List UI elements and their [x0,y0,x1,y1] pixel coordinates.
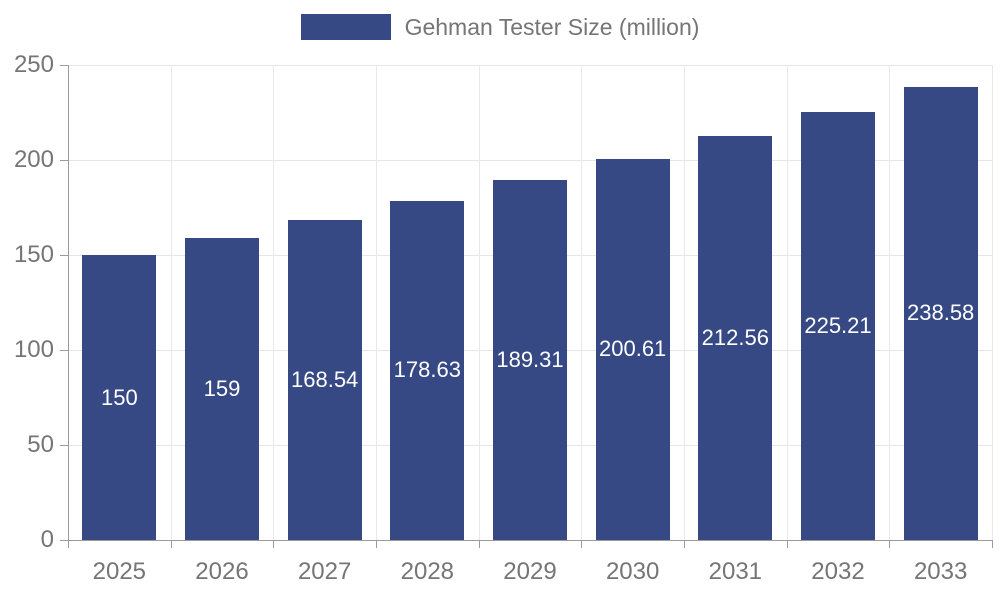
gridline-vertical [170,65,172,540]
legend-swatch [300,14,391,40]
x-axis-tick-label: 2033 [913,558,968,585]
bar-2031: 212.56 [698,136,773,540]
y-axis-tick [60,445,68,446]
y-axis-tick-label: 250 [13,51,54,78]
y-axis-line [68,65,69,540]
x-axis-tick-label: 2031 [708,558,763,585]
x-axis-tick-label: 2029 [503,558,557,585]
x-axis-line [67,540,993,541]
y-axis-tick-label: 200 [13,146,54,173]
x-axis-tick-label: 2028 [400,558,455,585]
gridline-vertical [581,65,583,540]
y-axis-tick [60,65,68,66]
gridline-vertical [992,65,993,540]
x-axis-tick [68,540,69,548]
x-axis-tick [170,540,172,548]
x-axis-tick [376,540,377,548]
y-axis-tick-label: 150 [13,241,54,268]
x-axis-tick [786,540,788,548]
x-axis-tick-label: 2030 [605,558,660,585]
gridline-vertical [478,65,480,540]
x-axis-tick [992,540,993,548]
gridline-vertical [273,65,275,540]
bar-value-label: 238.58 [907,300,975,326]
gridline-vertical [376,65,377,540]
bar-2027: 168.54 [287,219,362,540]
bar-2028: 178.63 [390,200,465,540]
gridline-vertical [786,65,788,540]
x-axis-tick [581,540,583,548]
x-axis-tick-label: 2027 [297,558,352,585]
bar-value-label: 225.21 [804,313,872,339]
bar-2029: 189.31 [493,180,567,540]
bar-2032: 225.21 [801,112,875,540]
bar-value-label: 178.63 [393,357,461,383]
x-axis-tick [273,540,275,548]
y-axis-tick-label: 100 [13,336,54,363]
y-axis-tick-label: 0 [40,526,54,553]
x-axis-tick-label: 2026 [195,558,249,585]
bar-2030: 200.61 [595,158,670,540]
x-axis-tick [478,540,480,548]
y-axis-tick-label: 50 [27,431,54,458]
gridline-horizontal [68,160,992,161]
bar-2026: 159 [185,237,259,540]
x-axis-tick [889,540,891,548]
y-axis-tick [60,160,68,161]
bar-2025: 150 [82,255,157,540]
gridline-horizontal [68,65,992,66]
plot-area: 150 159 168.54 178.63 189.31 200.61 212.56 225.… [67,65,993,541]
bar-2033: 238.58 [903,86,978,540]
y-axis-tick [60,350,68,351]
bar-value-label: 189.31 [496,347,564,373]
bar-value-label: 159 [203,375,241,401]
y-axis-tick [60,540,68,541]
bar-value-label: 150 [100,384,138,410]
gridline-vertical [684,65,685,540]
y-axis-tick [60,255,68,256]
x-axis-tick-label: 2025 [92,558,147,585]
x-axis-tick-label: 2032 [811,558,865,585]
gridline-vertical [889,65,891,540]
bar-value-label: 168.54 [291,366,359,392]
bar-value-label: 212.56 [701,325,769,351]
bar-value-label: 200.61 [599,336,667,362]
x-axis-tick [684,540,685,548]
legend-label: Gehman Tester Size (million) [404,14,700,40]
chart-legend: Gehman Tester Size (million) [0,14,1000,40]
